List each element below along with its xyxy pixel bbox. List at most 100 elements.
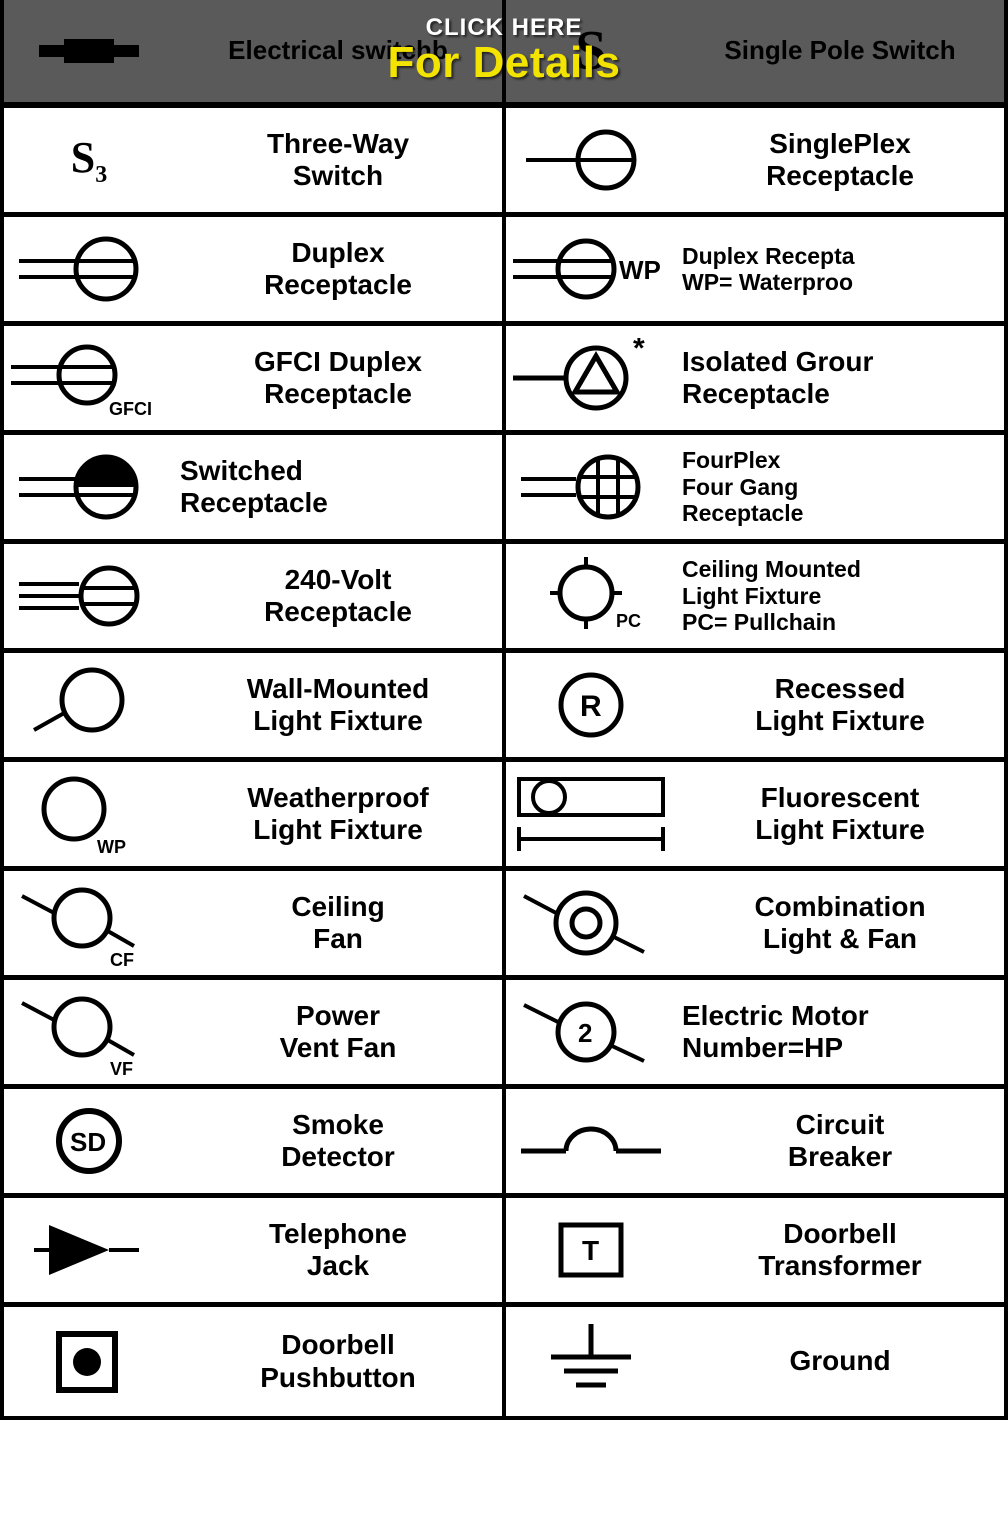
240v-icon — [4, 544, 174, 648]
cell: Combination Light & Fan — [506, 871, 1004, 975]
table-row: CF Ceiling Fan Combination Light & Fan — [4, 871, 1004, 980]
svg-text:GFCI: GFCI — [109, 399, 152, 419]
wall-light-icon — [4, 653, 174, 757]
cell: PC Ceiling Mounted Light Fixture PC= Pul… — [506, 544, 1004, 648]
cell: SinglePlex Receptacle — [506, 108, 1004, 212]
ceiling-fan-icon: CF — [4, 871, 174, 975]
table-row: Wall-Mounted Light Fixture R Recessed Li… — [4, 653, 1004, 762]
label: Doorbell Transformer — [676, 1218, 1004, 1282]
table-row: 240-Volt Receptacle PC Ceiling Mounted L… — [4, 544, 1004, 653]
label: SinglePlex Receptacle — [676, 128, 1004, 192]
cell: 2 Electric Motor Number=HP — [506, 980, 1004, 1084]
svg-text:2: 2 — [578, 1018, 592, 1048]
label: Circuit Breaker — [676, 1109, 1004, 1173]
doorbell-btn-icon — [4, 1307, 174, 1416]
label: GFCI Duplex Receptacle — [174, 346, 502, 410]
cell: CF Ceiling Fan — [4, 871, 506, 975]
label: Doorbell Pushbutton — [174, 1329, 502, 1393]
label: Electric Motor Number=HP — [676, 1000, 1004, 1064]
table-row: Doorbell Pushbutton Ground — [4, 1307, 1004, 1416]
label: Ceiling Fan — [174, 891, 502, 955]
svg-text:R: R — [580, 690, 602, 723]
label: Weatherproof Light Fixture — [174, 782, 502, 846]
label: Ceiling Mounted Light Fixture PC= Pullch… — [676, 556, 1004, 635]
phone-jack-icon — [4, 1198, 174, 1302]
fourplex-icon — [506, 435, 676, 539]
table-row: GFCI GFCI Duplex Receptacle * Isolated G… — [4, 326, 1004, 435]
svg-text:WP: WP — [619, 255, 661, 285]
table-row: VF Power Vent Fan 2 Electric Motor Numbe… — [4, 980, 1004, 1089]
smoke-icon: SD — [4, 1089, 174, 1193]
label: Ground — [676, 1345, 1004, 1377]
label: Telephone Jack — [174, 1218, 502, 1282]
header-row: Electrical switchb S Single Pole Switch … — [4, 0, 1004, 108]
duplex-wp-icon: WP — [506, 217, 676, 321]
cell: Doorbell Pushbutton — [4, 1307, 506, 1416]
label: 240-Volt Receptacle — [174, 564, 502, 628]
doorbell-xfmr-icon: T — [506, 1198, 676, 1302]
duplex-icon — [4, 217, 174, 321]
svg-text:PC: PC — [616, 611, 641, 631]
label: Smoke Detector — [174, 1109, 502, 1173]
fluorescent-icon — [506, 762, 676, 866]
gfci-icon: GFCI — [4, 326, 174, 430]
label: Wall-Mounted Light Fixture — [174, 673, 502, 737]
label: Switched Receptacle — [174, 455, 502, 519]
cell: GFCI GFCI Duplex Receptacle — [4, 326, 506, 430]
cell: Duplex Receptacle — [4, 217, 506, 321]
svg-text:*: * — [633, 338, 645, 365]
label: Fluorescent Light Fixture — [676, 782, 1004, 846]
combo-fan-icon — [506, 871, 676, 975]
switched-recep-icon — [4, 435, 174, 539]
cell: 240-Volt Receptacle — [4, 544, 506, 648]
cell: Fluorescent Light Fixture — [506, 762, 1004, 866]
label: Isolated Grour Receptacle — [676, 346, 1004, 410]
cell: Ground — [506, 1307, 1004, 1416]
cell: Circuit Breaker — [506, 1089, 1004, 1193]
table-row: WP Weatherproof Light Fixture Fluorescen… — [4, 762, 1004, 871]
s3-icon: S3 — [4, 108, 174, 212]
header-label-right: Single Pole Switch — [676, 36, 1004, 66]
wp-light-icon: WP — [4, 762, 174, 866]
electrical-symbol-chart: Electrical switchb S Single Pole Switch … — [0, 0, 1008, 1420]
table-row: SD Smoke Detector Circuit Breaker — [4, 1089, 1004, 1198]
cell: WP Weatherproof Light Fixture — [4, 762, 506, 866]
s-icon: S — [506, 0, 676, 102]
label: FourPlex Four Gang Receptacle — [676, 447, 1004, 526]
label: Duplex Receptacle — [174, 237, 502, 301]
label: Recessed Light Fixture — [676, 673, 1004, 737]
svg-text:CF: CF — [110, 950, 134, 970]
cell: S3 Three-Way Switch — [4, 108, 506, 212]
svg-text:T: T — [582, 1235, 599, 1266]
motor-icon: 2 — [506, 980, 676, 1084]
svg-text:WP: WP — [97, 837, 126, 857]
table-row: Switched Receptacle FourPlex Four Gang R… — [4, 435, 1004, 544]
recessed-icon: R — [506, 653, 676, 757]
header-cell-right: S Single Pole Switch — [506, 0, 1004, 102]
cell: VF Power Vent Fan — [4, 980, 506, 1084]
label: Combination Light & Fan — [676, 891, 1004, 955]
cell: R Recessed Light Fixture — [506, 653, 1004, 757]
ceiling-light-icon: PC — [506, 544, 676, 648]
vent-fan-icon: VF — [4, 980, 174, 1084]
cell: * Isolated Grour Receptacle — [506, 326, 1004, 430]
header-cell-left: Electrical switchb — [4, 0, 506, 102]
table-row: Telephone Jack T Doorbell Transformer — [4, 1198, 1004, 1307]
table-row: S3 Three-Way Switch SinglePlex Receptacl… — [4, 108, 1004, 217]
table-row: Duplex Receptacle WP Duplex Recepta WP= … — [4, 217, 1004, 326]
svg-text:VF: VF — [110, 1059, 133, 1079]
cell: Switched Receptacle — [4, 435, 506, 539]
svg-text:SD: SD — [70, 1127, 106, 1157]
label: Power Vent Fan — [174, 1000, 502, 1064]
label: Duplex Recepta WP= Waterproo — [676, 243, 1004, 296]
label: Three-Way Switch — [174, 128, 502, 192]
cell: T Doorbell Transformer — [506, 1198, 1004, 1302]
cell: WP Duplex Recepta WP= Waterproo — [506, 217, 1004, 321]
ground-icon — [506, 1307, 676, 1416]
cell: FourPlex Four Gang Receptacle — [506, 435, 1004, 539]
cell: SD Smoke Detector — [4, 1089, 506, 1193]
header-label-left: Electrical switchb — [174, 36, 502, 66]
switchbox-icon — [4, 0, 174, 102]
isolated-ground-icon: * — [506, 326, 676, 430]
singleplex-icon — [506, 108, 676, 212]
